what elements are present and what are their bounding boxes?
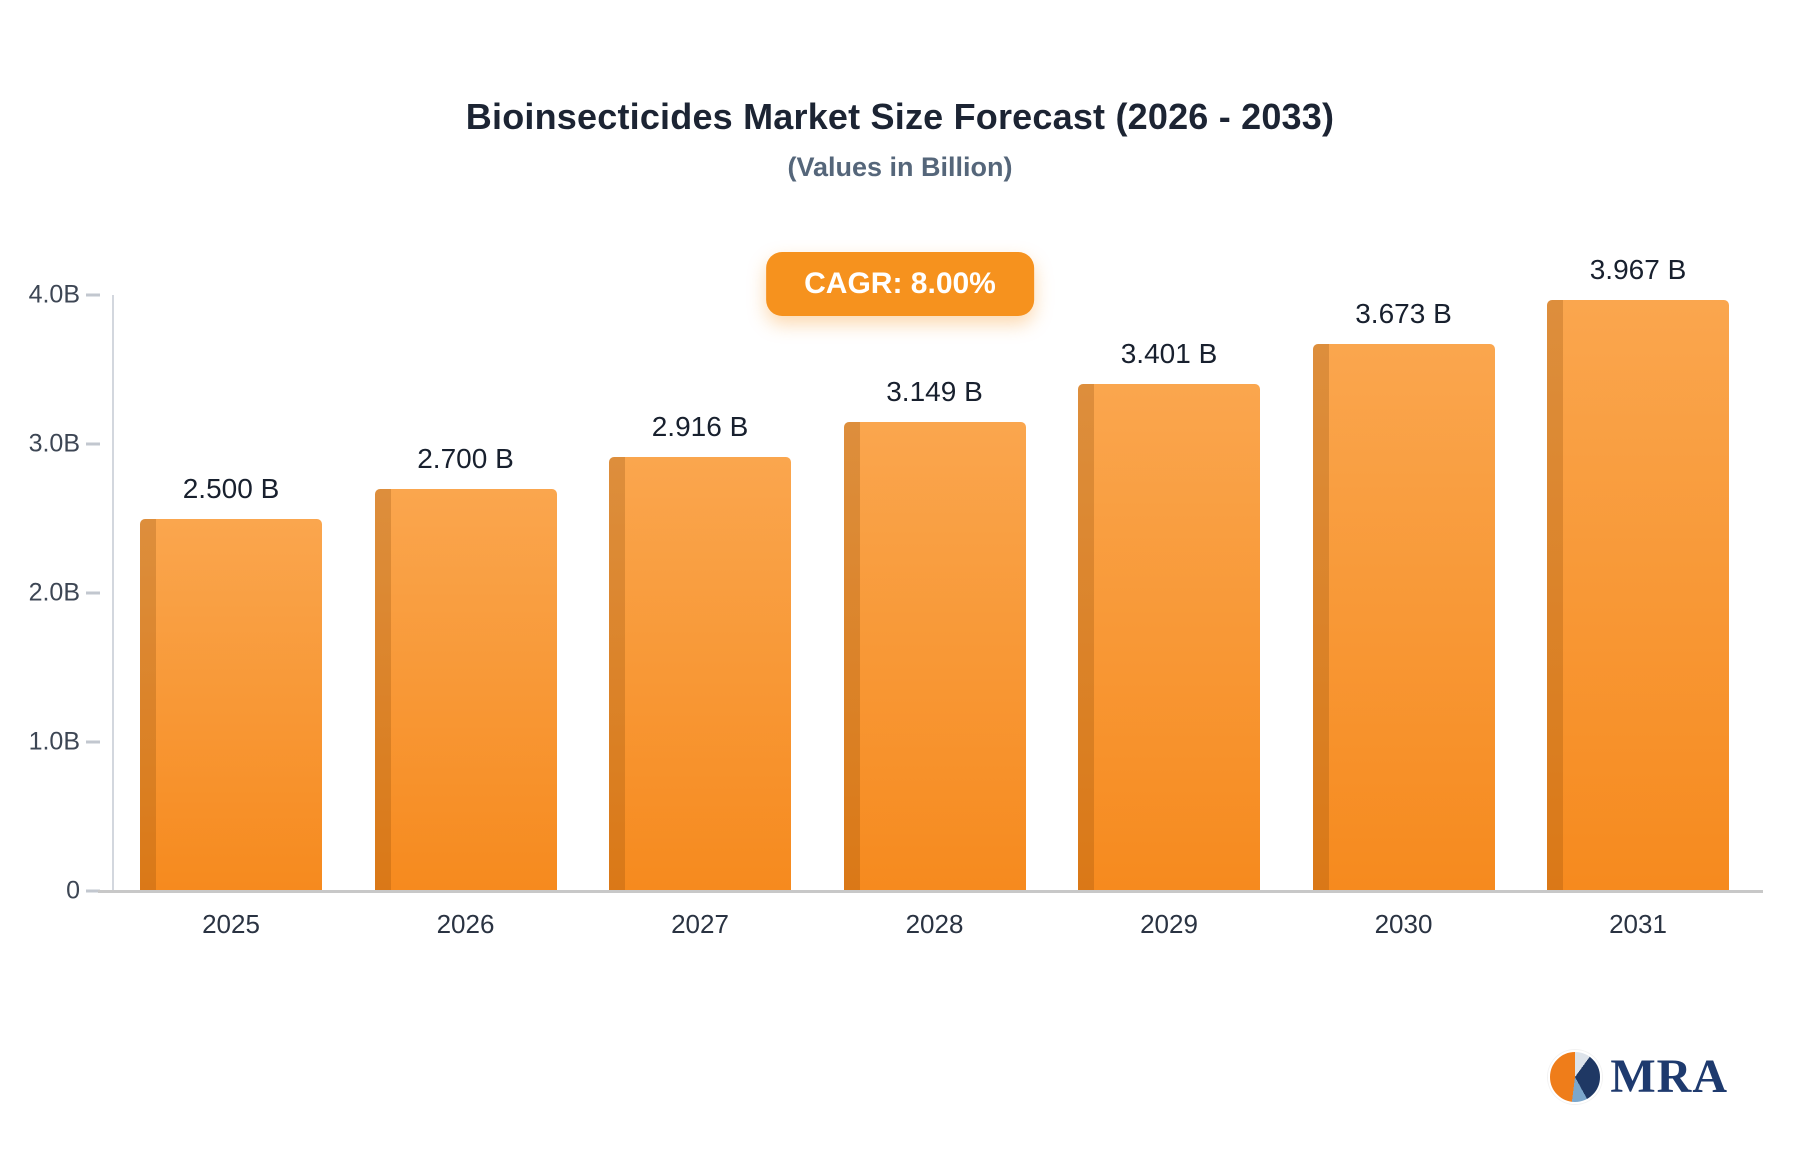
y-axis-tick-label: 2.0B: [28, 578, 80, 607]
bar-value-label: 2.700 B: [417, 442, 514, 474]
bar-group-2031: 3.967 B 2031: [1547, 254, 1729, 939]
bar-group-2027: 2.916 B 2027: [609, 295, 791, 939]
x-axis-label: 2025: [202, 909, 260, 939]
bar-value-label: 3.673 B: [1355, 297, 1452, 329]
y-axis-tick-label: 1.0B: [28, 727, 80, 756]
bar-2026: 2.700 B: [374, 443, 557, 892]
bar-group-2030: 3.673 B 2030: [1312, 295, 1495, 939]
y-axis-tick-mark: [86, 293, 100, 297]
bars-layer: 2.500 B 2025 2.700 B 2026 2.916 B 2027 3.149 B…: [112, 254, 1757, 939]
bar-2029: 3.401 B: [1078, 338, 1260, 891]
bar-value-label: 2.916 B: [651, 410, 749, 442]
x-axis-label: 2031: [1609, 909, 1667, 939]
mra-logo: MRA: [1548, 1049, 1728, 1104]
bar-2028: 3.149 B: [843, 376, 1026, 892]
bar-2025: 2.500 B: [140, 473, 322, 891]
bar-chart: 0 1.0B 2.0B 3.0B 4.0B 2.500 B 2025 2.700 B 2026…: [29, 254, 1763, 939]
mra-logo-icon: [1548, 1049, 1603, 1104]
y-axis-tick-mark: [86, 889, 100, 893]
bar-value-label: 3.401 B: [1120, 338, 1218, 370]
page-title: Bioinsecticides Market Size Forecast (20…: [465, 96, 1335, 137]
bar-2027: 2.916 B: [609, 411, 791, 892]
y-axis-tick-mark: [86, 591, 100, 595]
y-axis-tick-label: 3.0B: [28, 429, 80, 458]
bar-value-label: 3.149 B: [886, 375, 983, 407]
y-axis-tick-mark: [86, 740, 100, 744]
bar-group-2029: 3.401 B 2029: [1078, 295, 1260, 939]
x-axis-label: 2026: [436, 909, 495, 939]
y-axis-tick-mark: [86, 442, 100, 446]
x-axis-label: 2028: [905, 909, 964, 939]
bar-value-label: 3.967 B: [1589, 253, 1687, 285]
x-axis-label: 2030: [1374, 909, 1433, 939]
bar-2031: 3.967 B: [1547, 254, 1729, 892]
bar-group-2025: 2.500 B 2025: [140, 295, 322, 939]
y-axis-line: [112, 295, 114, 891]
cagr-badge: CAGR: 8.00%: [766, 252, 1034, 316]
x-axis-line: [98, 890, 1763, 893]
mra-logo-text: MRA: [1610, 1050, 1728, 1103]
chart-subtitle: (Values in Billion): [787, 152, 1013, 182]
x-axis-label: 2029: [1140, 909, 1198, 939]
bar-value-label: 2.500 B: [182, 472, 280, 504]
bar-2030: 3.673 B: [1312, 298, 1495, 892]
y-axis-tick-label: 0: [66, 876, 80, 905]
bar-group-2028: 3.149 B 2028: [843, 295, 1026, 939]
y-axis-tick-label: 4.0B: [28, 280, 80, 309]
bar-group-2026: 2.700 B 2026: [374, 295, 557, 939]
x-axis-label: 2027: [671, 909, 729, 939]
